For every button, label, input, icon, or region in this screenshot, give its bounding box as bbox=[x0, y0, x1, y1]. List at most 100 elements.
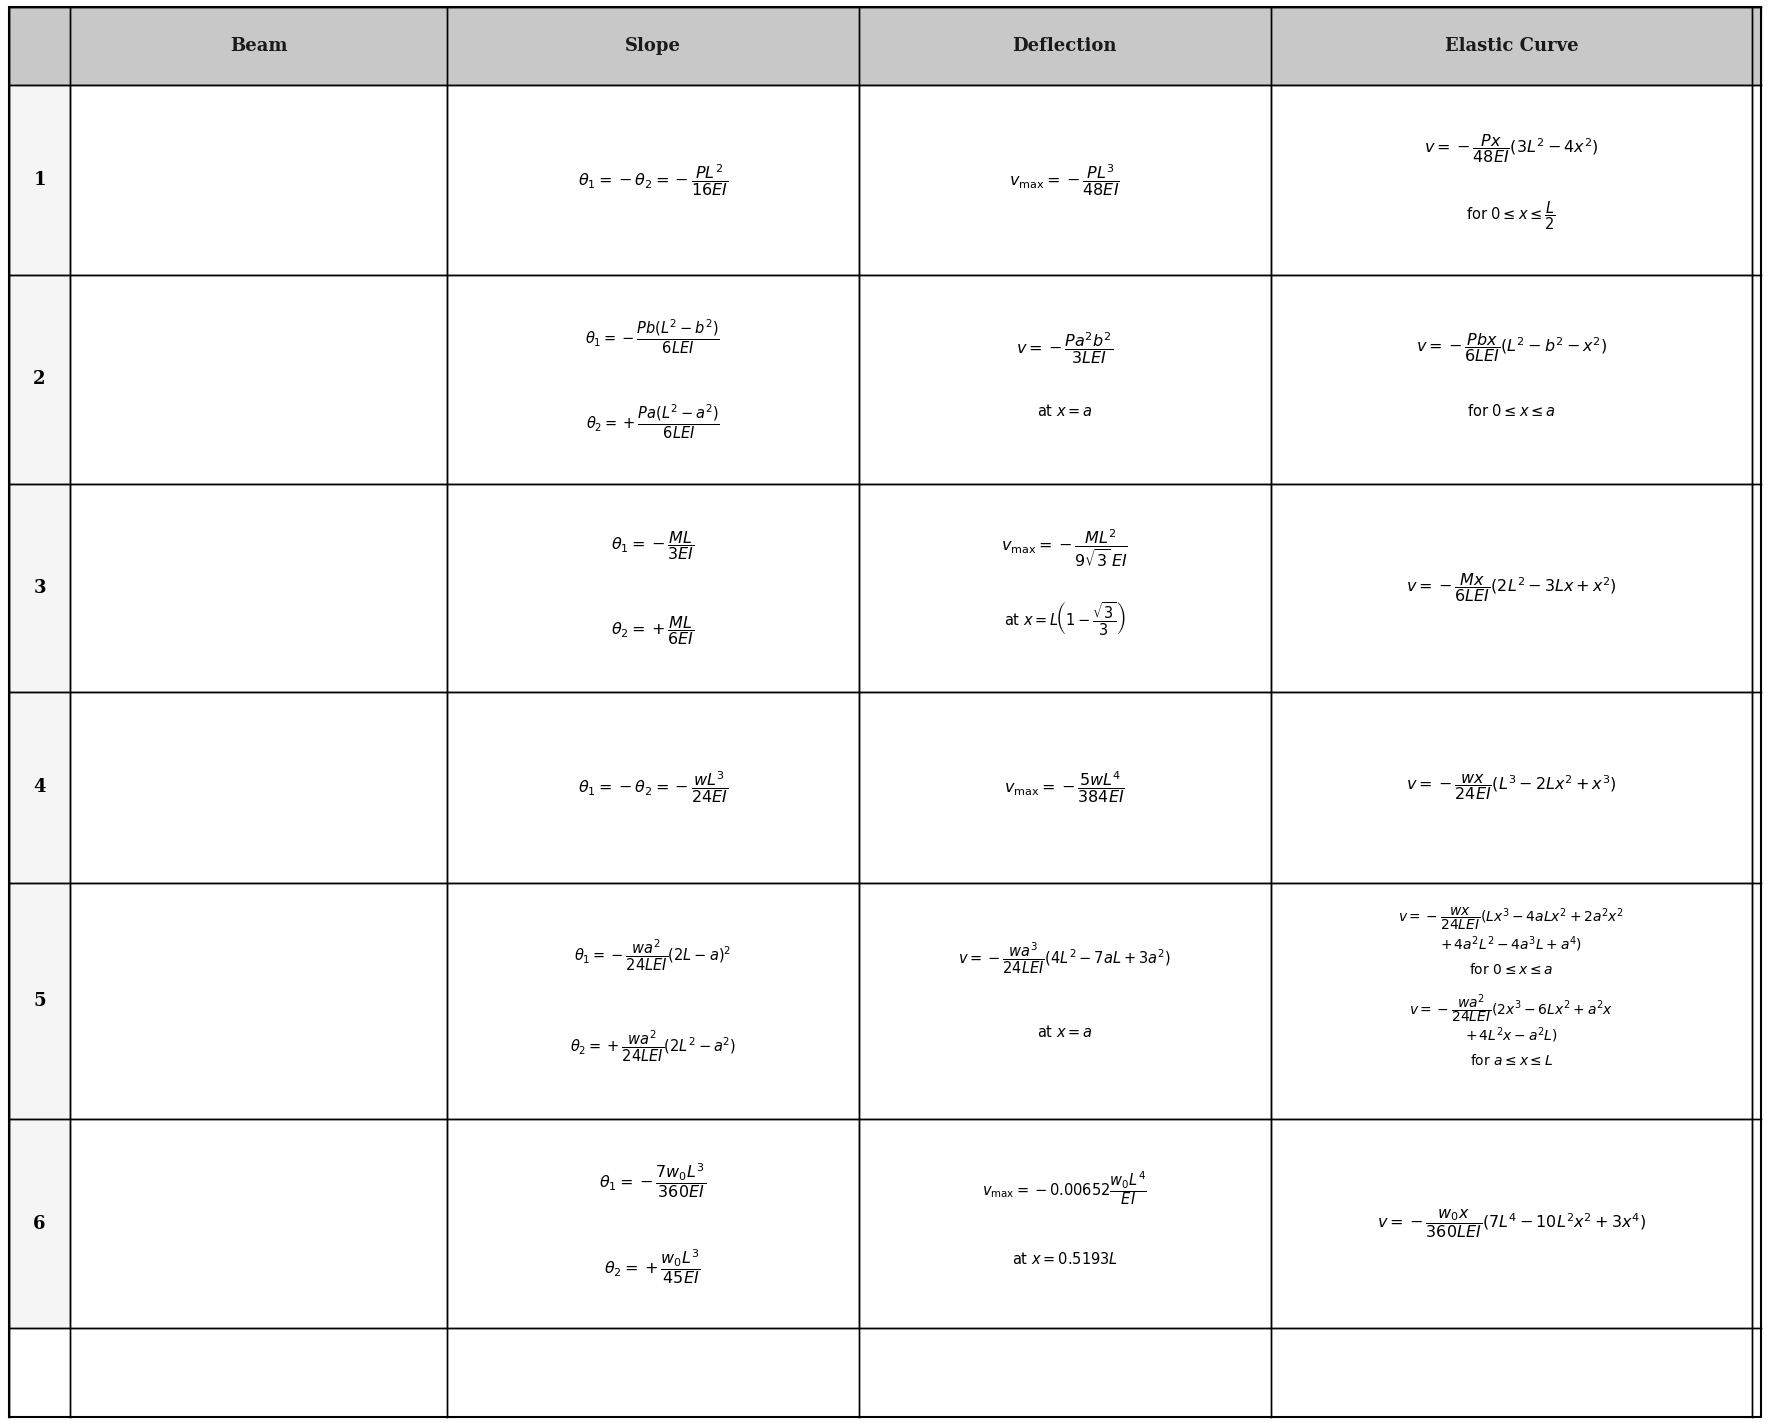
Text: $\theta_1$: $\theta_1$ bbox=[158, 598, 170, 611]
Text: $\theta_1$: $\theta_1$ bbox=[149, 796, 163, 809]
Text: $\theta_1 = -\theta_2 = -\dfrac{PL^2}{16EI}$: $\theta_1 = -\theta_2 = -\dfrac{PL^2}{16… bbox=[577, 162, 727, 198]
Text: $L$: $L$ bbox=[264, 514, 273, 525]
Bar bbox=[9, 84, 71, 275]
Text: $v = -\dfrac{wa^2}{24LEI}(2x^3-6Lx^2+a^2x$: $v = -\dfrac{wa^2}{24LEI}(2x^3-6Lx^2+a^2… bbox=[1409, 991, 1614, 1025]
Text: $v$: $v$ bbox=[96, 911, 104, 921]
Text: $a$: $a$ bbox=[204, 1092, 212, 1102]
Bar bbox=[119, 1206, 416, 1233]
Text: $\theta_1 = -\dfrac{Pb(L^2-b^2)}{6LEI}$: $\theta_1 = -\dfrac{Pb(L^2-b^2)}{6LEI}$ bbox=[586, 318, 720, 356]
Bar bbox=[1271, 275, 1752, 484]
Bar bbox=[858, 883, 1271, 1119]
Text: $v_{\mathrm{max}} = -\dfrac{5wL^4}{384EI}$: $v_{\mathrm{max}} = -\dfrac{5wL^4}{384EI… bbox=[1004, 769, 1126, 805]
Text: for $a \leq x \leq L$: for $a \leq x \leq L$ bbox=[1469, 1054, 1552, 1068]
Text: Deflection: Deflection bbox=[1012, 37, 1117, 56]
Text: $v_{\rm max}$: $v_{\rm max}$ bbox=[283, 830, 306, 842]
Text: $\theta_1 = -\dfrac{7w_0L^3}{360EI}$: $\theta_1 = -\dfrac{7w_0L^3}{360EI}$ bbox=[600, 1162, 706, 1200]
Text: $L$: $L$ bbox=[264, 1309, 273, 1320]
Text: $\theta_1 = -\dfrac{wa^2}{24LEI}(2L-a)^2$: $\theta_1 = -\dfrac{wa^2}{24LEI}(2L-a)^2… bbox=[573, 938, 731, 973]
Text: $M$: $M$ bbox=[81, 537, 94, 550]
Polygon shape bbox=[402, 597, 432, 618]
Text: $v_{\rm max}$: $v_{\rm max}$ bbox=[287, 222, 310, 234]
Bar bbox=[9, 7, 1761, 84]
Bar bbox=[71, 484, 446, 692]
Text: $a$: $a$ bbox=[204, 464, 212, 474]
Text: $\theta_2$: $\theta_2$ bbox=[375, 188, 388, 202]
Text: at $x = a$: at $x = a$ bbox=[1037, 403, 1092, 419]
Text: $P$: $P$ bbox=[280, 104, 289, 117]
Text: $v_{\mathrm{max}} = -\dfrac{ML^2}{9\sqrt{3}\,EI}$: $v_{\mathrm{max}} = -\dfrac{ML^2}{9\sqrt… bbox=[1002, 527, 1127, 570]
Polygon shape bbox=[402, 1233, 432, 1255]
Bar bbox=[446, 275, 858, 484]
Bar bbox=[71, 883, 446, 1119]
Bar bbox=[119, 570, 416, 597]
Bar bbox=[1271, 883, 1752, 1119]
Text: $x$: $x$ bbox=[462, 370, 471, 380]
Text: 5: 5 bbox=[34, 993, 46, 1010]
Text: 2: 2 bbox=[34, 370, 46, 389]
Bar bbox=[1271, 1119, 1752, 1329]
Text: 6: 6 bbox=[34, 1215, 46, 1233]
Text: $\frac{L}{2}$: $\frac{L}{2}$ bbox=[189, 864, 196, 886]
Bar bbox=[446, 883, 858, 1119]
Text: $x$: $x$ bbox=[462, 1215, 471, 1225]
Text: $\theta_2 = +\dfrac{wa^2}{24LEI}(2L^2-a^2)$: $\theta_2 = +\dfrac{wa^2}{24LEI}(2L^2-a^… bbox=[570, 1030, 736, 1064]
Text: $\theta_2$: $\theta_2$ bbox=[372, 389, 384, 403]
Polygon shape bbox=[402, 796, 432, 815]
Bar bbox=[446, 1119, 858, 1329]
Text: $\theta_1$: $\theta_1$ bbox=[149, 1014, 163, 1027]
Text: $x$: $x$ bbox=[462, 578, 471, 588]
Polygon shape bbox=[104, 188, 135, 208]
Text: $w$: $w$ bbox=[287, 718, 299, 731]
Polygon shape bbox=[104, 1011, 135, 1035]
Text: $\frac{L}{2}$: $\frac{L}{2}$ bbox=[338, 864, 345, 886]
Text: $L$: $L$ bbox=[264, 1135, 273, 1146]
Polygon shape bbox=[104, 796, 135, 815]
Polygon shape bbox=[402, 389, 432, 410]
Bar bbox=[1271, 692, 1752, 883]
Text: $x$: $x$ bbox=[462, 991, 471, 1001]
Polygon shape bbox=[104, 389, 135, 410]
Text: $P$: $P$ bbox=[310, 298, 319, 310]
Text: $v = -\dfrac{Pa^2b^2}{3LEI}$: $v = -\dfrac{Pa^2b^2}{3LEI}$ bbox=[1016, 330, 1113, 366]
Bar bbox=[446, 484, 858, 692]
Text: $v_{\mathrm{max}} = -0.00652\dfrac{w_0L^4}{EI}$: $v_{\mathrm{max}} = -0.00652\dfrac{w_0L^… bbox=[982, 1169, 1147, 1208]
Text: $v_{\mathrm{max}} = -\dfrac{PL^3}{48EI}$: $v_{\mathrm{max}} = -\dfrac{PL^3}{48EI}$ bbox=[1009, 162, 1120, 198]
Text: $b$: $b$ bbox=[352, 488, 361, 501]
Bar bbox=[71, 692, 446, 883]
Bar bbox=[71, 84, 446, 275]
Bar bbox=[9, 275, 71, 484]
Text: $v = -\dfrac{w_0x}{360LEI}(7L^4-10L^2x^2+3x^4)$: $v = -\dfrac{w_0x}{360LEI}(7L^4-10L^2x^2… bbox=[1377, 1208, 1646, 1240]
Text: 1: 1 bbox=[34, 171, 46, 189]
Bar bbox=[119, 981, 416, 1011]
Polygon shape bbox=[402, 188, 432, 208]
Text: $v$: $v$ bbox=[96, 105, 104, 117]
Text: $w_0$: $w_0$ bbox=[425, 1152, 439, 1163]
Text: $v = -\dfrac{Px}{48EI}(3L^2-4x^2)$: $v = -\dfrac{Px}{48EI}(3L^2-4x^2)$ bbox=[1425, 132, 1598, 165]
Text: $\theta_2$: $\theta_2$ bbox=[375, 1233, 388, 1247]
Bar bbox=[858, 84, 1271, 275]
Text: $v = -\dfrac{wx}{24LEI}(Lx^3-4aLx^2+2a^2x^2$: $v = -\dfrac{wx}{24LEI}(Lx^3-4aLx^2+2a^2… bbox=[1398, 906, 1625, 931]
Text: $v = -\dfrac{Mx}{6LEI}(2L^2-3Lx+x^2)$: $v = -\dfrac{Mx}{6LEI}(2L^2-3Lx+x^2)$ bbox=[1405, 571, 1616, 604]
Bar bbox=[446, 84, 858, 275]
Bar bbox=[9, 883, 71, 1119]
Text: $v = -\dfrac{Pbx}{6LEI}(L^2-b^2-x^2)$: $v = -\dfrac{Pbx}{6LEI}(L^2-b^2-x^2)$ bbox=[1416, 332, 1607, 365]
Text: at $x = 0.5193L$: at $x = 0.5193L$ bbox=[1012, 1252, 1117, 1267]
Text: at $x = a$: at $x = a$ bbox=[1037, 1024, 1092, 1041]
Bar bbox=[858, 692, 1271, 883]
Bar bbox=[1271, 484, 1752, 692]
Text: $x$: $x$ bbox=[462, 779, 471, 789]
Text: $\theta_1$: $\theta_1$ bbox=[149, 1233, 163, 1247]
Text: $\theta_2 = +\dfrac{Pa(L^2-a^2)}{6LEI}$: $\theta_2 = +\dfrac{Pa(L^2-a^2)}{6LEI}$ bbox=[586, 403, 720, 441]
Text: $\theta_2$: $\theta_2$ bbox=[375, 796, 388, 809]
Bar bbox=[446, 692, 858, 883]
Text: 3: 3 bbox=[34, 580, 46, 597]
Bar bbox=[119, 772, 416, 796]
Text: $v$: $v$ bbox=[96, 508, 104, 518]
Bar bbox=[119, 362, 416, 389]
Bar bbox=[858, 484, 1271, 692]
Text: at $x = L\!\left(1-\dfrac{\sqrt{3}}{3}\right)$: at $x = L\!\left(1-\dfrac{\sqrt{3}}{3}\r… bbox=[1004, 601, 1126, 638]
Text: 4: 4 bbox=[34, 779, 46, 796]
Bar bbox=[858, 275, 1271, 484]
Bar bbox=[1271, 84, 1752, 275]
Text: for $0 \leq x \leq a$: for $0 \leq x \leq a$ bbox=[1469, 963, 1554, 977]
